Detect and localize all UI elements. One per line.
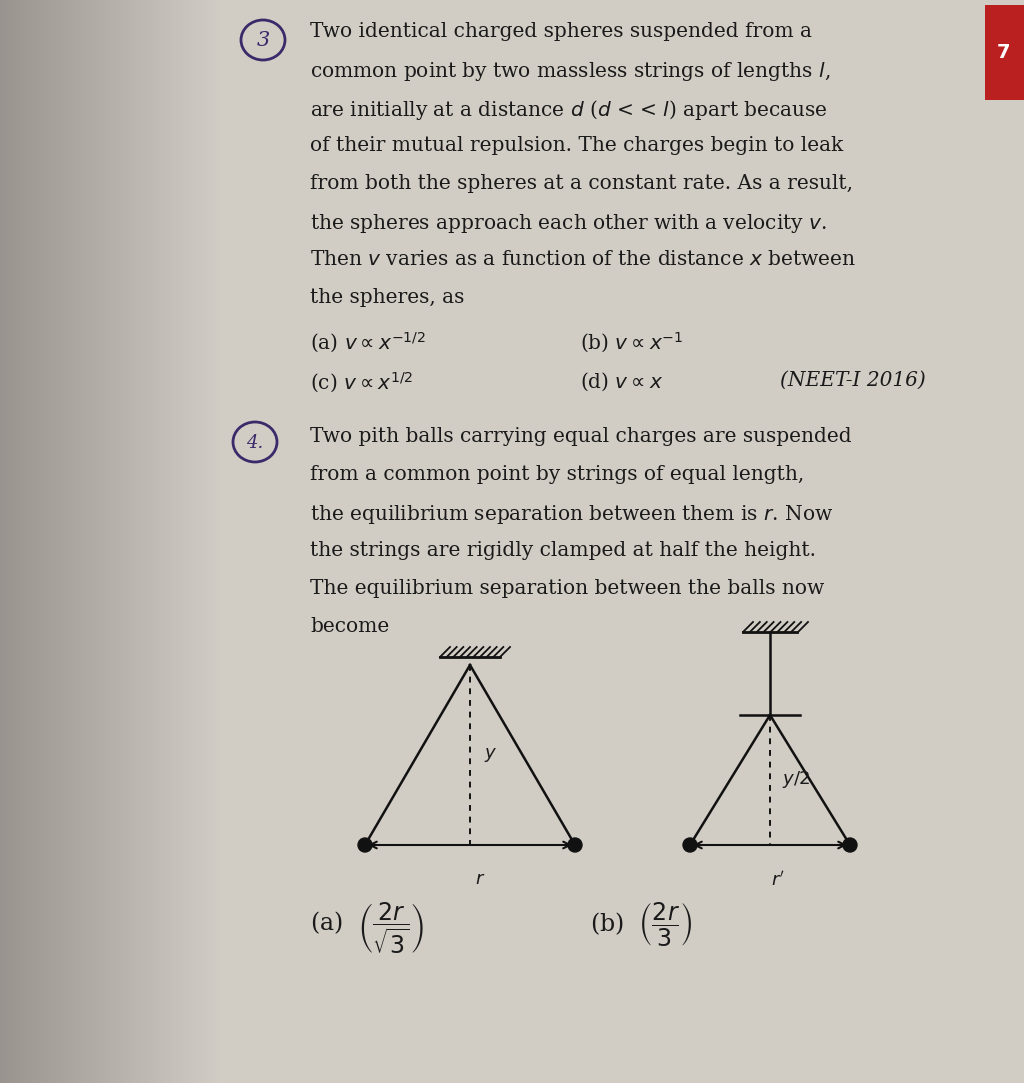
Text: $y/2$: $y/2$ <box>782 770 810 791</box>
Text: from a common point by strings of equal length,: from a common point by strings of equal … <box>310 465 804 484</box>
Text: the equilibrium separation between them is $r$. Now: the equilibrium separation between them … <box>310 503 834 526</box>
Text: (a) $v \propto x^{-1/2}$: (a) $v \propto x^{-1/2}$ <box>310 331 426 355</box>
Text: the strings are rigidly clamped at half the height.: the strings are rigidly clamped at half … <box>310 542 816 560</box>
Circle shape <box>568 838 582 852</box>
Text: $y$: $y$ <box>484 746 498 764</box>
Text: (a)  $\left(\dfrac{2r}{\sqrt{3}}\right)$: (a) $\left(\dfrac{2r}{\sqrt{3}}\right)$ <box>310 900 424 956</box>
Text: are initially at a distance $d$ ($d$ < < $l$) apart because: are initially at a distance $d$ ($d$ < <… <box>310 97 827 122</box>
Text: Then $v$ varies as a function of the distance $x$ between: Then $v$ varies as a function of the dis… <box>310 250 856 269</box>
Text: 7: 7 <box>997 42 1011 62</box>
Text: (c) $v \propto x^{1/2}$: (c) $v \propto x^{1/2}$ <box>310 371 413 395</box>
Text: (b) $v \propto x^{-1}$: (b) $v \propto x^{-1}$ <box>580 331 683 355</box>
Text: of their mutual repulsion. The charges begin to leak: of their mutual repulsion. The charges b… <box>310 136 843 155</box>
Text: The equilibrium separation between the balls now: The equilibrium separation between the b… <box>310 579 824 598</box>
Text: become: become <box>310 617 389 636</box>
Text: common point by two massless strings of lengths $l$,: common point by two massless strings of … <box>310 60 830 83</box>
Text: from both the spheres at a constant rate. As a result,: from both the spheres at a constant rate… <box>310 174 853 193</box>
Circle shape <box>358 838 372 852</box>
Text: 4.: 4. <box>247 434 263 452</box>
Text: Two pith balls carrying equal charges are suspended: Two pith balls carrying equal charges ar… <box>310 427 852 446</box>
Text: (d) $v \propto x$: (d) $v \propto x$ <box>580 371 664 393</box>
Text: (NEET-I 2016): (NEET-I 2016) <box>780 371 926 390</box>
Bar <box>985 5 1024 100</box>
Text: the spheres, as: the spheres, as <box>310 288 464 306</box>
Circle shape <box>843 838 857 852</box>
Text: Two identical charged spheres suspended from a: Two identical charged spheres suspended … <box>310 22 812 41</box>
Text: $r$: $r$ <box>475 870 485 888</box>
Circle shape <box>683 838 697 852</box>
Text: 3: 3 <box>256 31 269 51</box>
Text: (b)  $\left(\dfrac{2r}{3}\right)$: (b) $\left(\dfrac{2r}{3}\right)$ <box>590 900 692 948</box>
Text: $r'$: $r'$ <box>771 870 784 889</box>
Text: the spheres approach each other with a velocity $v$.: the spheres approach each other with a v… <box>310 212 826 235</box>
